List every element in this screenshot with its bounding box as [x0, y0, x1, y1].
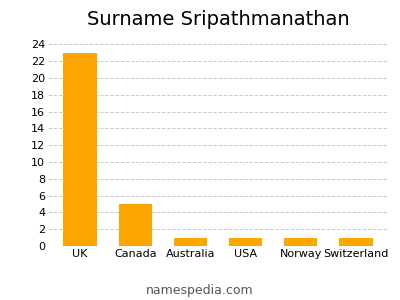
Bar: [64, 53, 96, 246]
Bar: [284, 238, 317, 246]
Bar: [229, 238, 262, 246]
Bar: [119, 204, 152, 246]
Text: namespedia.com: namespedia.com: [146, 284, 254, 297]
Title: Surname Sripathmanathan: Surname Sripathmanathan: [87, 10, 349, 29]
Bar: [174, 238, 207, 246]
Bar: [340, 238, 372, 246]
